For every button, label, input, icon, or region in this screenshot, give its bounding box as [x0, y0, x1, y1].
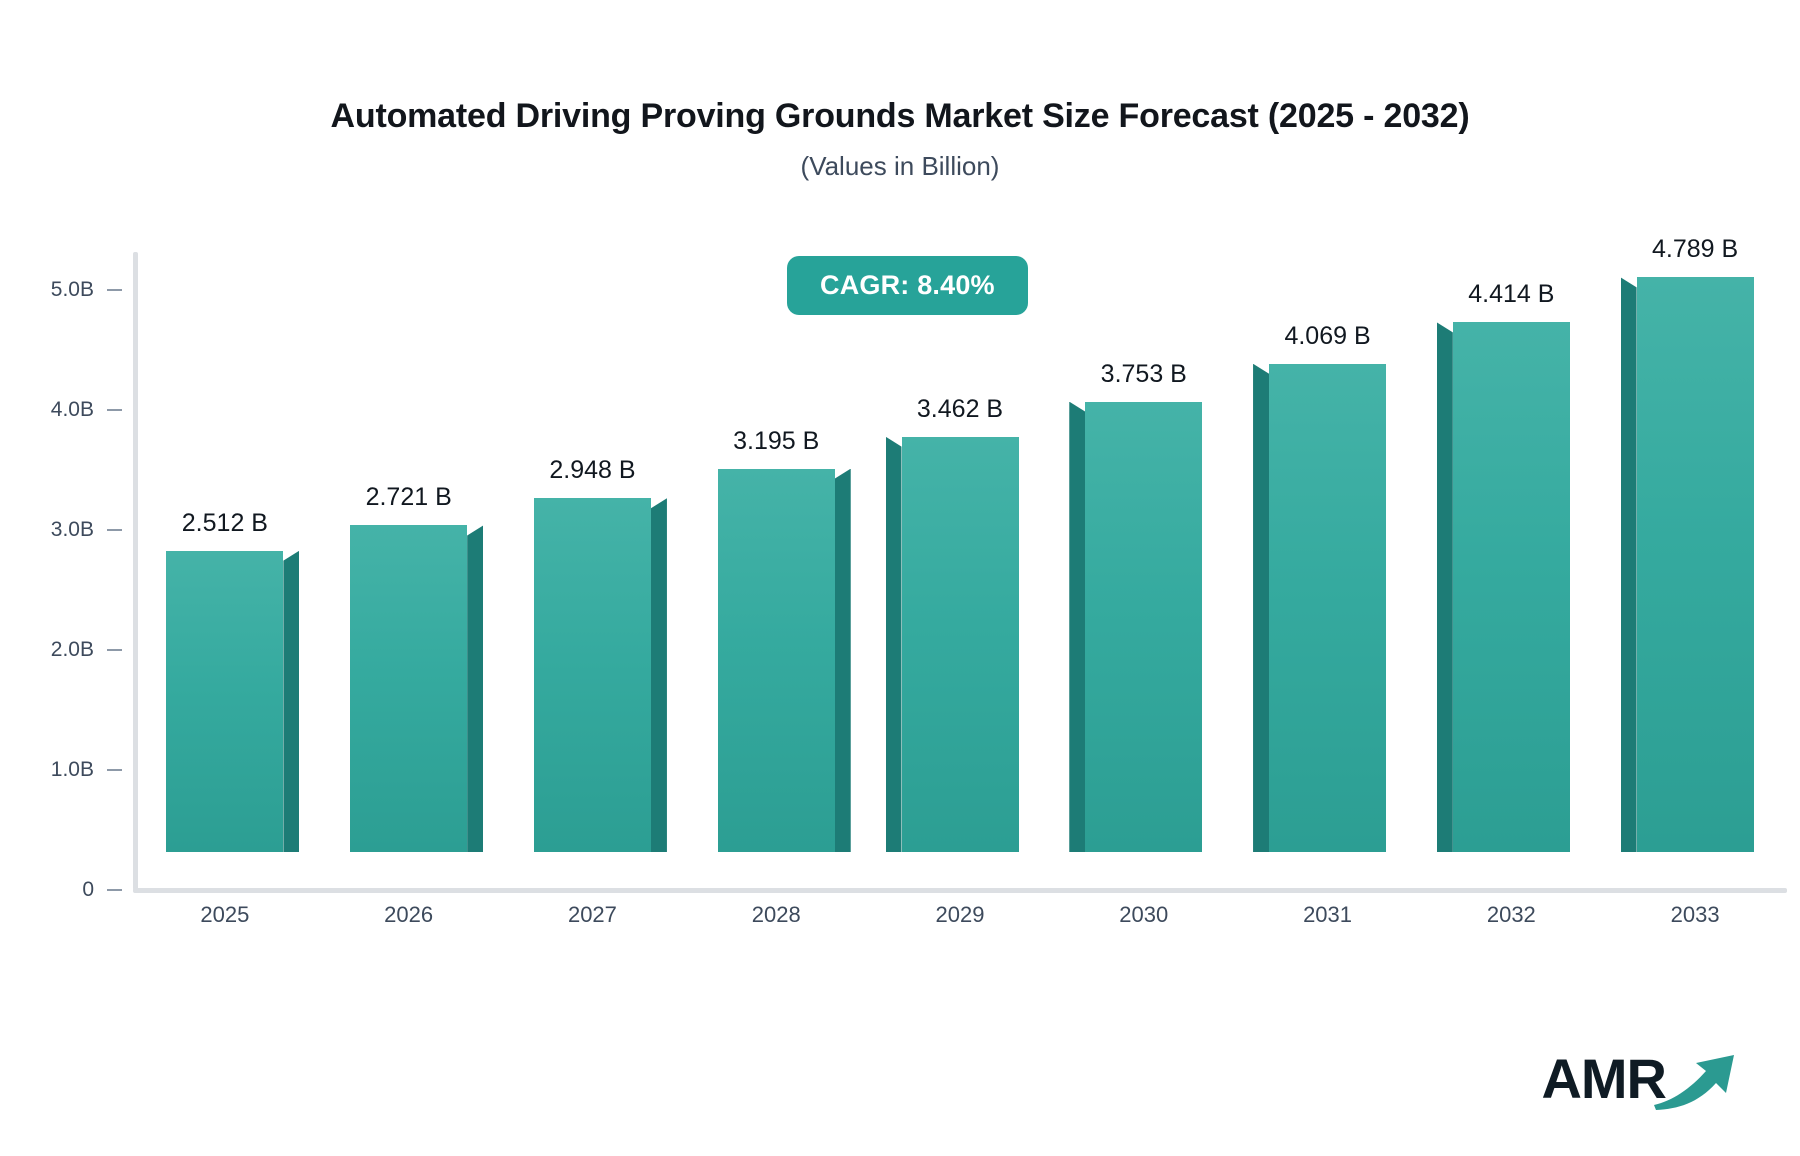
- bar-front-face: [1085, 401, 1203, 852]
- bar-slot: 3.195 B: [717, 252, 851, 852]
- bar-side-face: [1436, 322, 1453, 852]
- bar-front-face: [533, 498, 651, 852]
- amr-logo: AMR: [1541, 1044, 1740, 1114]
- bar-front-face: [717, 468, 835, 852]
- bar-front-face: [1452, 322, 1570, 852]
- bar-front-face: [350, 525, 468, 852]
- y-axis-tick: 5.0B: [0, 278, 133, 301]
- bar-front-face: [1269, 363, 1387, 852]
- bar-side-face: [834, 468, 851, 852]
- y-axis-tick: 0: [0, 878, 133, 901]
- bar-side-face: [1253, 363, 1270, 852]
- title-block: Automated Driving Proving Grounds Market…: [0, 96, 1800, 182]
- x-axis-tick-label: 2028: [751, 902, 801, 927]
- bar-side-face: [1069, 401, 1086, 852]
- bar[interactable]: 4.414 B: [1436, 280, 1570, 852]
- y-axis-tick: 2.0B: [0, 638, 133, 661]
- bar-slot: 4.414 B: [1436, 252, 1570, 852]
- y-axis-tick-dash: [107, 289, 122, 291]
- bar-value-label: 4.789 B: [1652, 235, 1739, 264]
- y-axis-tick: 4.0B: [0, 398, 133, 421]
- x-axis-tick-label: 2027: [567, 902, 617, 927]
- bar-slot: 4.789 B: [1620, 235, 1754, 852]
- bar-front-face: [166, 550, 284, 852]
- y-axis-tick-label: 1.0B: [50, 758, 94, 781]
- bar-slot: 3.462 B: [885, 252, 1019, 852]
- bar[interactable]: 3.462 B: [885, 395, 1019, 852]
- bar-slot: 2.512 B: [166, 252, 300, 852]
- y-axis-tick-dash: [107, 649, 122, 651]
- bar-slot: 4.069 B: [1253, 252, 1387, 852]
- y-axis-tick: 1.0B: [0, 758, 133, 781]
- y-axis-tick-label: 3.0B: [50, 518, 94, 541]
- bar-slot: 2.721 B: [350, 252, 484, 852]
- bar[interactable]: 4.069 B: [1253, 322, 1387, 852]
- bar-value-label: 3.195 B: [733, 426, 820, 455]
- y-axis-tick-label: 4.0B: [50, 398, 94, 421]
- bar-side-face: [1620, 277, 1637, 852]
- bar-value-label: 4.414 B: [1468, 280, 1555, 309]
- growth-arrow-icon: [1650, 1049, 1740, 1116]
- x-axis-tick-label: 2032: [1486, 902, 1536, 927]
- x-axis-tick-label: 2029: [935, 902, 985, 927]
- cagr-badge: CAGR: 8.40%: [787, 256, 1028, 315]
- bar[interactable]: 4.789 B: [1620, 235, 1754, 852]
- bar[interactable]: 2.948 B: [533, 456, 667, 852]
- x-axis-tick-label: 2031: [1303, 902, 1353, 927]
- y-axis-tick-label: 5.0B: [50, 278, 94, 301]
- y-axis-tick-labels: 5.0B 4.0B 3.0B 2.0B 1.0B 0: [0, 252, 133, 901]
- bar-side-face: [467, 525, 484, 852]
- x-axis-tick-label: 2026: [384, 902, 434, 927]
- y-axis-line: [133, 252, 138, 890]
- amr-wordmark: AMR: [1541, 1047, 1667, 1110]
- y-axis-tick-dash: [107, 409, 122, 411]
- x-axis-tick-label: 2030: [1119, 902, 1169, 927]
- plot-area: 5.0B 4.0B 3.0B 2.0B 1.0B 0 2.512 B 2.721 B 2.94…: [51, 235, 1787, 927]
- bar[interactable]: 3.753 B: [1069, 360, 1203, 852]
- bar-slot: 3.753 B: [1069, 252, 1203, 852]
- bar-value-label: 2.721 B: [365, 483, 452, 512]
- x-axis-tick-label: 2033: [1670, 902, 1720, 927]
- bar-front-face: [901, 436, 1019, 852]
- y-axis-tick: 3.0B: [0, 518, 133, 541]
- cagr-badge-label: CAGR: 8.40%: [820, 270, 995, 300]
- bar-side-face: [283, 550, 300, 852]
- bar-front-face: [1636, 277, 1754, 852]
- bar-value-label: 3.753 B: [1100, 359, 1187, 388]
- bar-value-label: 2.512 B: [181, 508, 268, 537]
- bar[interactable]: 2.721 B: [350, 483, 484, 852]
- y-axis-tick-dash: [107, 769, 122, 771]
- bar-value-label: 2.948 B: [549, 456, 636, 485]
- y-axis-tick-label: 2.0B: [50, 638, 94, 661]
- chart-subtitle: (Values in Billion): [800, 150, 1000, 181]
- x-axis-line: [133, 888, 1787, 893]
- bar-side-face: [885, 436, 902, 852]
- y-axis-tick-dash: [107, 529, 122, 531]
- bar-side-face: [650, 498, 667, 852]
- y-axis-tick-label: 0: [82, 878, 94, 901]
- bar-value-label: 4.069 B: [1284, 321, 1371, 350]
- page-title: Automated Driving Proving Grounds Market…: [330, 97, 1470, 135]
- bar-value-label: 3.462 B: [916, 394, 1004, 423]
- bar[interactable]: 2.512 B: [166, 509, 300, 852]
- x-axis-tick-labels: 2025 2026 2027 2028 2029 2030 2031 2032 2033: [133, 902, 1787, 942]
- bar-series: 2.512 B 2.721 B 2.948 B 3.195 B 3.462 B 3.753…: [133, 235, 1787, 890]
- bar[interactable]: 3.195 B: [717, 427, 851, 852]
- y-axis-tick-dash: [107, 889, 122, 891]
- x-axis-tick-label: 2025: [200, 902, 250, 927]
- bar-slot: 2.948 B: [533, 252, 667, 852]
